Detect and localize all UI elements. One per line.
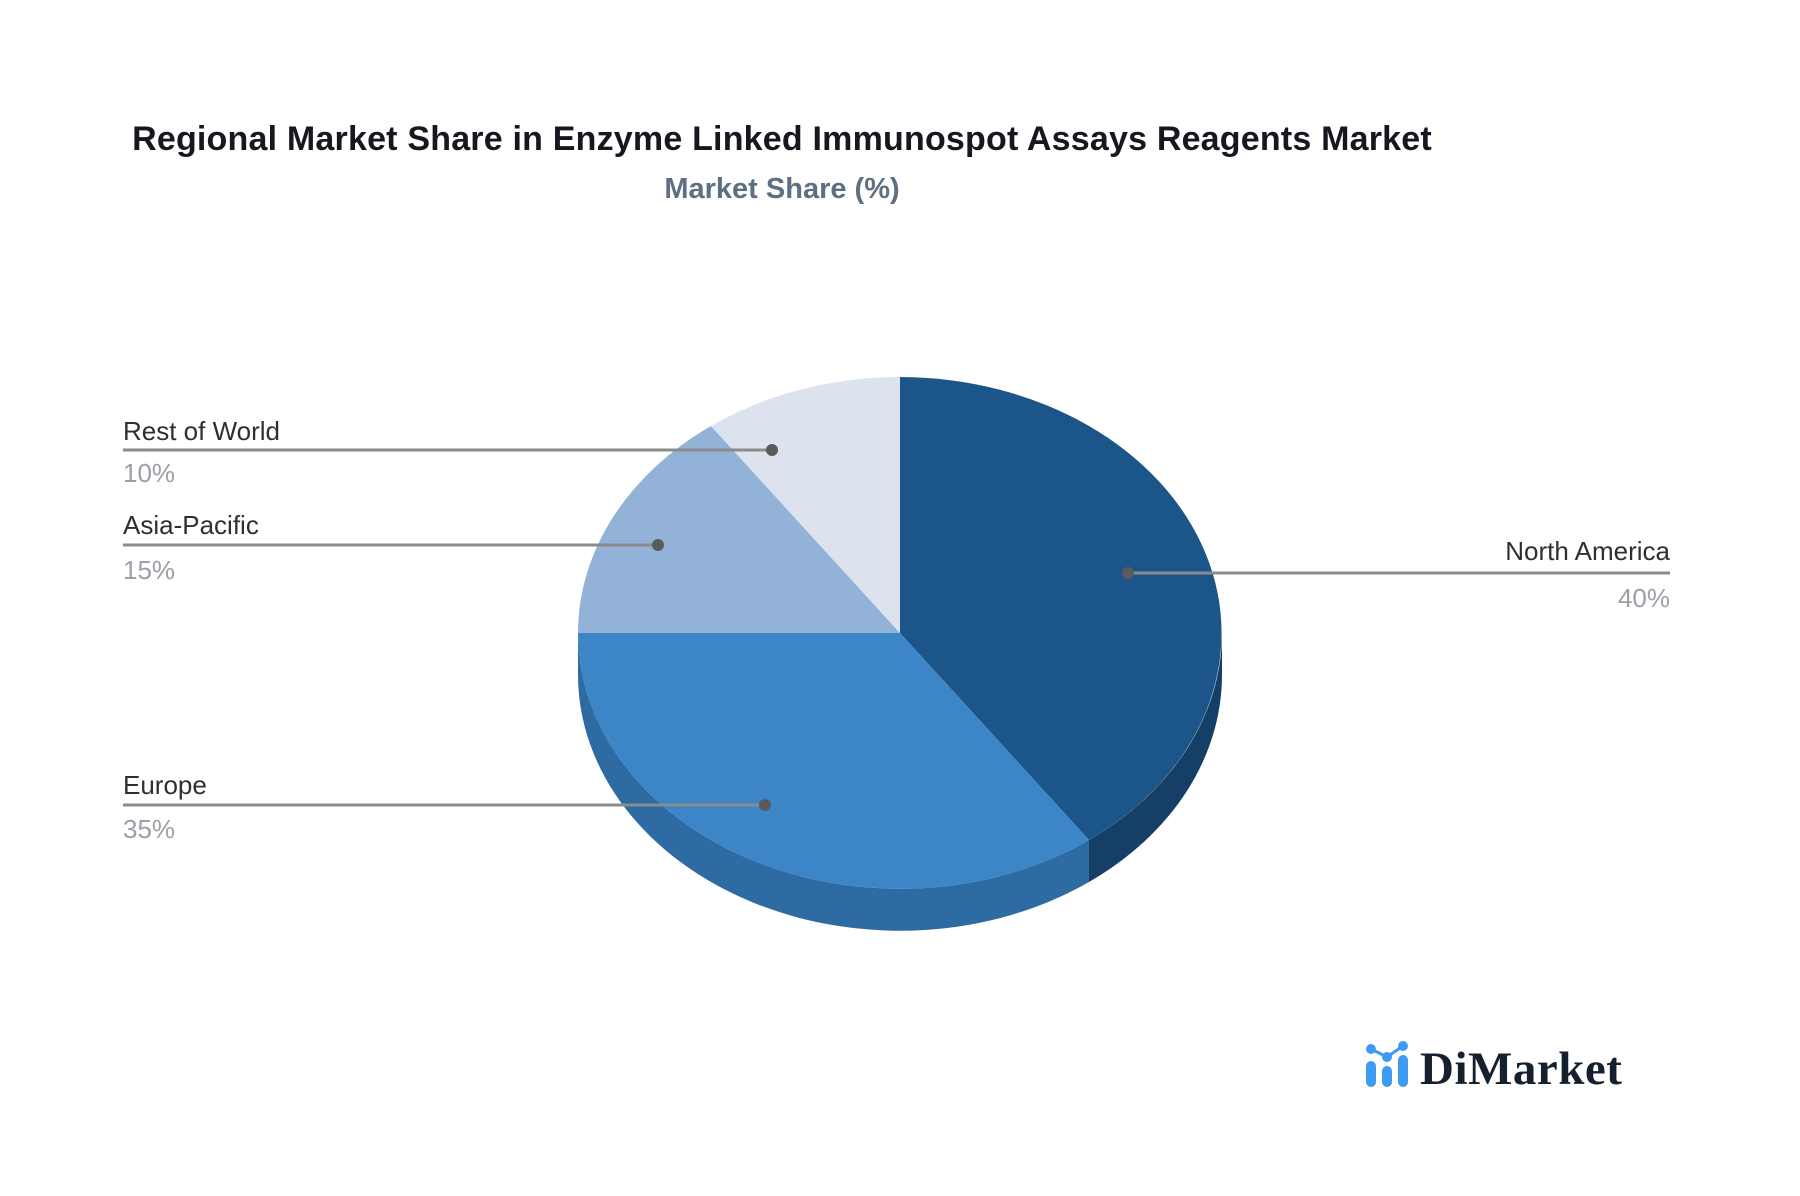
pie-side-europe: [578, 633, 1089, 931]
slice-label-europe: Europe: [123, 770, 207, 800]
slice-value-asia-pacific: 15%: [123, 555, 176, 585]
slice-label-north-america: North America: [1505, 536, 1670, 566]
pie-slice-asia-pacific[interactable]: [578, 426, 900, 633]
slice-label-asia-pacific: Asia-Pacific: [123, 510, 259, 540]
chart-header: Regional Market Share in Enzyme Linked I…: [0, 120, 1564, 206]
logo: DiMarket: [1363, 1040, 1622, 1095]
pie-chart: [578, 377, 1222, 931]
chart-subtitle: Market Share (%): [664, 173, 900, 205]
slice-value-rest-of-world: 10%: [123, 458, 176, 488]
chart-title: Regional Market Share in Enzyme Linked I…: [132, 120, 1432, 158]
bar-line-chart-icon: [1366, 1041, 1408, 1087]
pie-slice-north-america[interactable]: [900, 377, 1222, 840]
pie-side-north-america: [1089, 633, 1222, 882]
slice-value-north-america: 40%: [1617, 583, 1670, 613]
pie-slice-rest-of-world[interactable]: [711, 377, 900, 633]
slice-label-rest-of-world: Rest of World: [123, 416, 281, 446]
pie-slice-europe[interactable]: [578, 633, 1089, 889]
slice-value-europe: 35%: [123, 814, 176, 844]
logo-text: DiMarket: [1420, 1043, 1623, 1095]
